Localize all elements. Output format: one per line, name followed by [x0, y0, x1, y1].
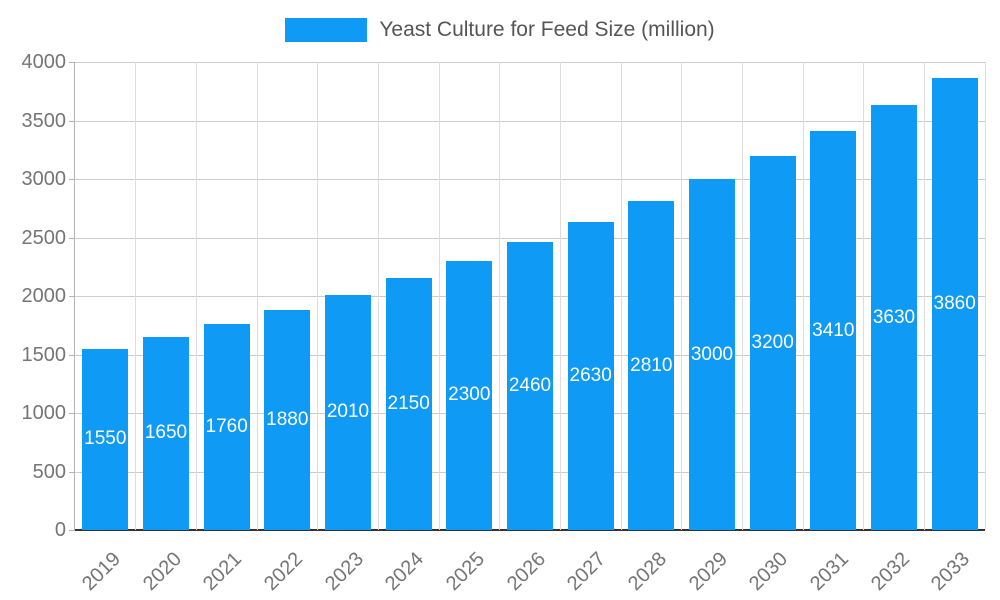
bar-value-label: 3200 [751, 331, 794, 353]
vertical-gridline [923, 62, 925, 530]
vertical-gridline [317, 62, 319, 530]
x-tick-label: 2031 [805, 548, 853, 596]
vertical-gridline [438, 62, 440, 530]
horizontal-gridline [75, 179, 985, 180]
y-tick-label: 2000 [21, 285, 67, 307]
bar-value-label: 1760 [205, 416, 248, 438]
x-tick-label: 2030 [745, 548, 793, 596]
horizontal-gridline [75, 120, 985, 122]
bar: 1880 [264, 310, 311, 530]
y-tick-label: 3000 [21, 168, 67, 190]
vertical-gridline [984, 62, 986, 530]
x-tick-label: 2020 [138, 548, 186, 596]
bar-value-label: 2810 [630, 354, 673, 376]
bar: 2010 [324, 294, 372, 530]
vertical-gridline [620, 62, 622, 530]
bar: 3630 [870, 105, 918, 530]
bar-value-label: 3630 [872, 306, 916, 328]
y-tick-label: 1000 [21, 402, 67, 424]
x-tick-label: 2028 [623, 548, 671, 596]
bar: 3200 [749, 155, 796, 530]
bar: 2460 [506, 242, 554, 530]
bar: 1550 [82, 348, 129, 530]
y-tick-label: 1500 [21, 343, 67, 366]
y-tick-mark [69, 237, 75, 239]
y-axis-line [74, 62, 75, 530]
bar: 3860 [931, 78, 978, 530]
vertical-gridline [135, 62, 137, 530]
bar-value-label: 2630 [569, 365, 612, 387]
horizontal-gridline [75, 237, 985, 239]
bar: 2300 [446, 260, 493, 530]
x-axis: 2019 2020 2021 2022 2023 2024 2025 2026 2027 2028… [75, 538, 985, 600]
vertical-gridline [559, 62, 561, 530]
x-tick-label: 2023 [320, 548, 368, 596]
bar-value-label: 2300 [448, 384, 491, 406]
bar-value-label: 1880 [266, 409, 309, 431]
x-axis-line [75, 529, 985, 531]
x-tick-label: 2025 [441, 548, 489, 596]
horizontal-gridline [75, 62, 985, 63]
bar: 2810 [628, 201, 675, 530]
plot-area: 1550 1650 1760 1880 2010 2150 2300 2460 2630 2810… [74, 62, 986, 531]
bar-value-label: 2460 [508, 375, 552, 397]
y-tick-label: 0 [54, 519, 66, 541]
x-tick-label: 2019 [77, 548, 125, 596]
y-tick-label: 2500 [21, 226, 67, 249]
bar: 2630 [567, 222, 614, 530]
bar: 2150 [385, 278, 432, 530]
y-tick-mark [69, 62, 75, 63]
bar: 1760 [203, 324, 250, 530]
x-tick-label: 2022 [259, 548, 307, 596]
y-tick-label: 500 [32, 460, 66, 483]
bar-value-label: 3000 [690, 343, 734, 365]
legend-swatch [285, 18, 368, 42]
bar-value-label: 2150 [387, 393, 430, 415]
bar-value-label: 3410 [812, 319, 855, 341]
vertical-gridline [802, 62, 804, 530]
y-tick-mark [69, 296, 75, 297]
x-tick-label: 2027 [563, 548, 611, 596]
bar-value-label: 3860 [933, 293, 976, 315]
bar-value-label: 1550 [84, 428, 127, 450]
x-tick-label: 2032 [866, 548, 914, 596]
y-tick-label: 3500 [21, 109, 67, 132]
chart-legend: Yeast Culture for Feed Size (million) [0, 18, 1000, 42]
x-tick-label: 2026 [502, 548, 550, 596]
vertical-gridline [863, 62, 865, 530]
y-axis: 0 500 1000 1500 2000 2500 3000 3500 4000 [0, 52, 75, 540]
x-tick-label: 2021 [199, 548, 247, 596]
bar-value-label: 2010 [326, 401, 370, 423]
y-tick-mark [69, 413, 75, 414]
chart-title: Yeast Culture for Feed Size (million) [379, 18, 715, 41]
y-tick-mark [69, 179, 75, 180]
vertical-gridline [499, 62, 501, 530]
vertical-gridline [256, 62, 258, 530]
x-tick-label: 2033 [927, 548, 975, 596]
y-tick-label: 4000 [21, 51, 67, 73]
bar-value-label: 1650 [144, 422, 188, 444]
x-tick-label: 2029 [684, 548, 732, 596]
bar: 3410 [810, 131, 857, 530]
bar: 3000 [688, 179, 736, 530]
y-tick-mark [69, 471, 75, 473]
y-tick-mark [69, 354, 75, 356]
vertical-gridline [741, 62, 743, 530]
vertical-gridline [377, 62, 379, 530]
x-tick-label: 2024 [381, 548, 429, 596]
bar: 1650 [142, 336, 190, 530]
y-tick-mark [69, 120, 75, 122]
y-tick-mark [69, 530, 75, 531]
vertical-gridline [195, 62, 197, 530]
vertical-gridline [681, 62, 683, 530]
